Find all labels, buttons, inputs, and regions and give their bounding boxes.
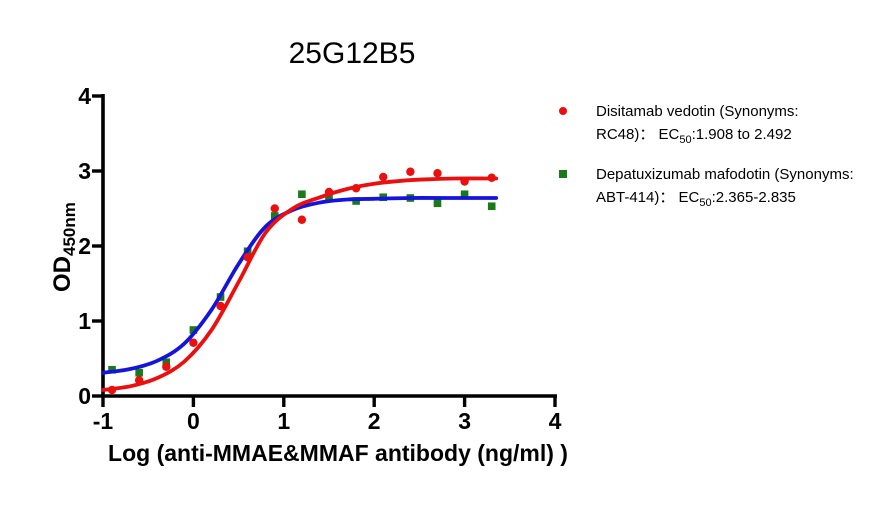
legend-line2-suffix: :2.365-2.835 [711,189,796,206]
chart-title: 25G12B5 [289,37,416,70]
data-point-green [135,368,143,377]
data-point-red [351,184,361,193]
y-axis-label: OD450nm [49,202,79,292]
legend-line2-prefix: RC48)： EC [596,126,680,143]
data-point-red [460,177,469,186]
data-point-red [134,376,144,385]
data-point-red [406,167,415,176]
data-point-red [433,169,442,178]
legend-item-depatuxizumab: Depatuxizumab mafodotin (Synonyms: ABT-4… [556,163,854,209]
data-point-green [270,212,279,220]
legend-item-disitamab: Disitamab vedotin (Synonyms: RC48)： EC50… [556,100,799,146]
data-point-green [108,365,116,374]
data-point-green [325,194,333,203]
legend-line2: RC48)： EC50:1.908 to 2.492 [596,123,799,146]
legend-line2-suffix: :1.908 to 2.492 [691,126,792,143]
y-tick-label: 2 [78,233,91,259]
data-point-red [297,215,307,224]
y-axis-label-main: OD [49,256,76,292]
legend-marker-green-square-icon [559,170,567,178]
data-point-red [243,253,252,262]
y-axis-label-subscript: 450nm [60,202,79,256]
legend-line2-prefix: ABT-414)： EC [596,189,700,206]
ec50-subscript: 50 [679,134,692,146]
data-point-red [487,173,496,182]
fit-curve-red [101,176,499,392]
legend-text: Disitamab vedotin (Synonyms: RC48)： EC50… [596,100,799,146]
series-layer [101,167,499,395]
data-point-red [216,301,225,311]
data-point-red [324,187,334,197]
x-tick-label: 3 [458,408,471,434]
data-point-red [379,172,388,182]
data-point-green [298,190,306,199]
y-tick-label: 0 [78,383,91,409]
y-tick-label: 1 [78,308,91,334]
y-tick-label: 4 [78,83,91,109]
data-point-red [270,204,279,213]
data-point-green [487,202,496,211]
x-tick-label: -1 [93,408,114,434]
x-tick-label: 4 [549,408,562,434]
data-point-red [162,362,171,371]
data-point-red [189,338,198,347]
legend-line2: ABT-414)： EC50:2.365-2.835 [596,186,854,209]
ec50-subscript: 50 [699,197,712,209]
fit-curve-blue [101,196,499,375]
data-point-green [162,358,171,367]
x-tick-label: 0 [187,408,200,434]
x-tick-label: 1 [277,408,290,434]
data-point-red [107,385,117,395]
legend-line1: Depatuxizumab mafodotin (Synonyms: [596,166,854,183]
legend-line1: Disitamab vedotin (Synonyms: [596,103,799,120]
data-point-green [433,199,442,208]
x-axis-label: Log (anti-MMAE&MMAF antibody (ng/ml) ) [108,440,568,466]
legend-marker-red-circle-icon [559,107,567,115]
legend-text: Depatuxizumab mafodotin (Synonyms: ABT-4… [596,163,854,209]
x-tick-label: 2 [368,408,381,434]
y-tick-label: 3 [78,158,91,184]
data-point-green [189,326,198,334]
data-point-green [460,190,469,199]
